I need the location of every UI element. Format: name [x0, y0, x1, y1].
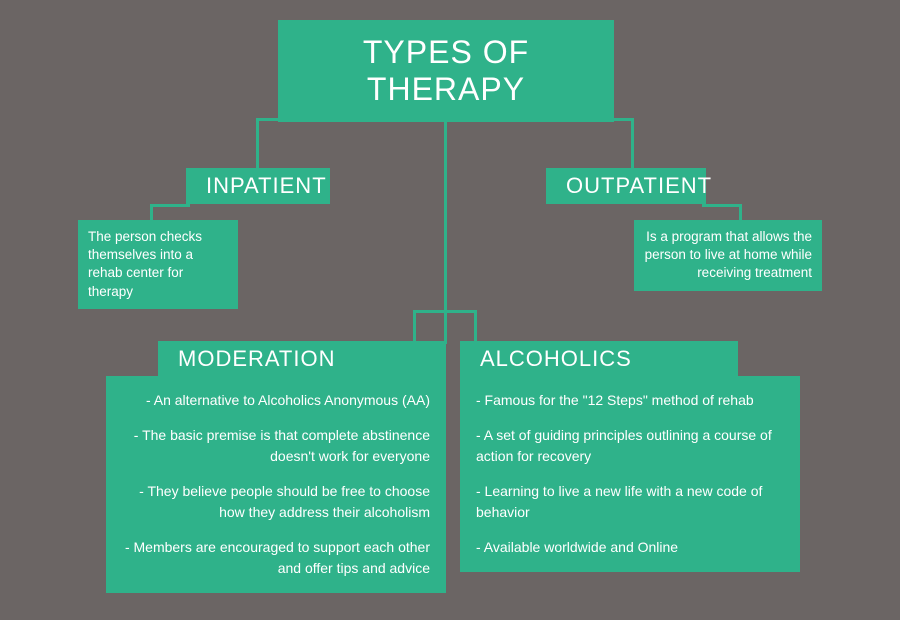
node-inpatient: INPATIENT	[186, 168, 330, 204]
bullet: - The basic premise is that complete abs…	[122, 425, 430, 467]
bullet: - They believe people should be free to …	[122, 481, 430, 523]
node-outpatient-desc: Is a program that allows the person to l…	[634, 220, 822, 291]
bullet: - Available worldwide and Online	[476, 537, 784, 558]
connector	[256, 118, 259, 172]
connector	[474, 310, 477, 344]
bullet: - Members are encouraged to support each…	[122, 537, 430, 579]
node-aa-detail: - Famous for the "12 Steps" method of re…	[460, 376, 800, 572]
node-moderation-detail: - An alternative to Alcoholics Anonymous…	[106, 376, 446, 593]
connector	[150, 204, 190, 207]
node-inpatient-desc: The person checks themselves into a reha…	[78, 220, 238, 309]
connector	[631, 118, 634, 172]
bullet: - An alternative to Alcoholics Anonymous…	[122, 390, 430, 411]
connector	[413, 310, 477, 313]
connector	[702, 204, 742, 207]
diagram-title: TYPES OF THERAPY	[278, 20, 614, 122]
connector	[413, 310, 416, 344]
bullet: - Famous for the "12 Steps" method of re…	[476, 390, 784, 411]
node-outpatient: OUTPATIENT	[546, 168, 706, 204]
bullet: - Learning to live a new life with a new…	[476, 481, 784, 523]
bullet: - A set of guiding principles outlining …	[476, 425, 784, 467]
